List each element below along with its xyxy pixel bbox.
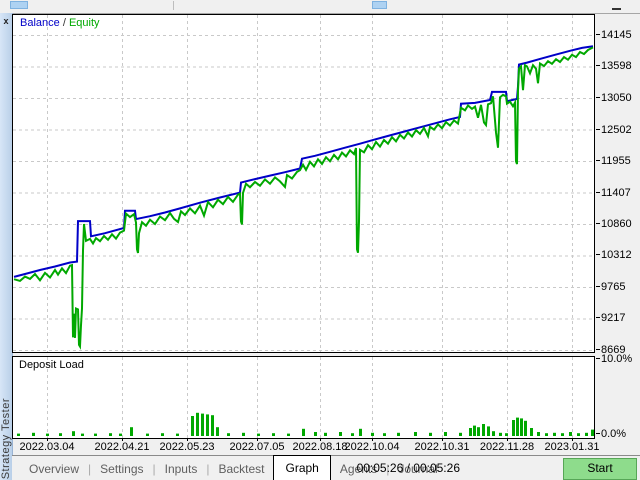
legend-equity-label: Equity [68,17,100,29]
y-axis-label: 13598 [596,60,639,72]
x-axis-label: 2022.03.04 [11,438,83,453]
tab-agents[interactable]: Agents [339,461,378,476]
y-axis-label: 14145 [596,29,639,41]
tab-separator: | [152,461,156,476]
toolbar-separator [173,1,174,10]
y-axis-label: 10860 [596,218,639,230]
balance-equity-chart[interactable]: Balance / Equity [12,14,595,353]
start-button[interactable]: Start [563,458,637,480]
tab-separator: | [386,461,390,476]
y-axis-label: 11407 [596,187,639,199]
x-axis-label: 2022.07.05 [221,438,293,453]
toolbar-remnant [0,0,640,14]
x-axis-label: 2023.01.31 [536,438,608,453]
deposit-axis-label: 0.0% [596,428,639,440]
deposit-axis-label: 10.0% [596,353,639,365]
minimize-glyph [612,8,621,10]
toolbar-highlight [372,1,387,9]
x-axis-label: 2022.05.23 [151,438,223,453]
y-axis-label: 11955 [596,155,639,167]
tab-separator: | [206,461,210,476]
tab-inputs[interactable]: Inputs [164,461,198,476]
deposit-load-bars [17,412,594,436]
legend-balance-label: Balance [20,17,60,29]
x-axis-label: 2022.10.04 [336,438,408,453]
equity-line [13,46,594,350]
tester-tab-bar: Overview | Settings | Inputs | Backtest Graph Ag… [12,455,640,480]
y-axis-label: 13050 [596,92,639,104]
y-axis-label: 9765 [596,281,639,293]
rail-title: Strategy Tester [0,397,12,479]
grid-lines [47,357,573,438]
y-axis-label: 12502 [596,124,639,136]
toolbar-highlight [10,1,28,9]
deposit-load-title: Deposit Load [19,359,84,371]
y-axis-label: 8669 [596,344,639,356]
tab-separator: | [88,461,92,476]
legend-separator: / [59,17,69,29]
tab-graph[interactable]: Graph [273,455,331,480]
deposit-load-plot [17,357,594,438]
y-axis-label: 10312 [596,249,639,261]
tab-backtest[interactable]: Backtest [218,461,265,476]
x-axis-label: 2022.10.31 [406,438,478,453]
deposit-load-chart[interactable]: Deposit Load [12,356,595,439]
chart-legend: Balance / Equity [20,17,100,29]
tab-overview[interactable]: Overview [29,461,80,476]
x-axis-label: 2022.04.21 [86,438,158,453]
grid-lines [13,15,594,352]
tab-settings[interactable]: Settings [100,461,144,476]
y-axis-label: 9217 [596,312,639,324]
balance-line [13,45,594,278]
x-axis-label: 2022.08.18 [284,438,356,453]
elapsed-time: 00:05:26 / 00:05:26 [356,461,460,475]
balance-equity-plot [13,15,594,352]
x-axis-label: 2022.11.28 [471,438,543,453]
tab-journal[interactable]: Journal [398,461,438,476]
close-icon[interactable]: x [3,16,9,26]
